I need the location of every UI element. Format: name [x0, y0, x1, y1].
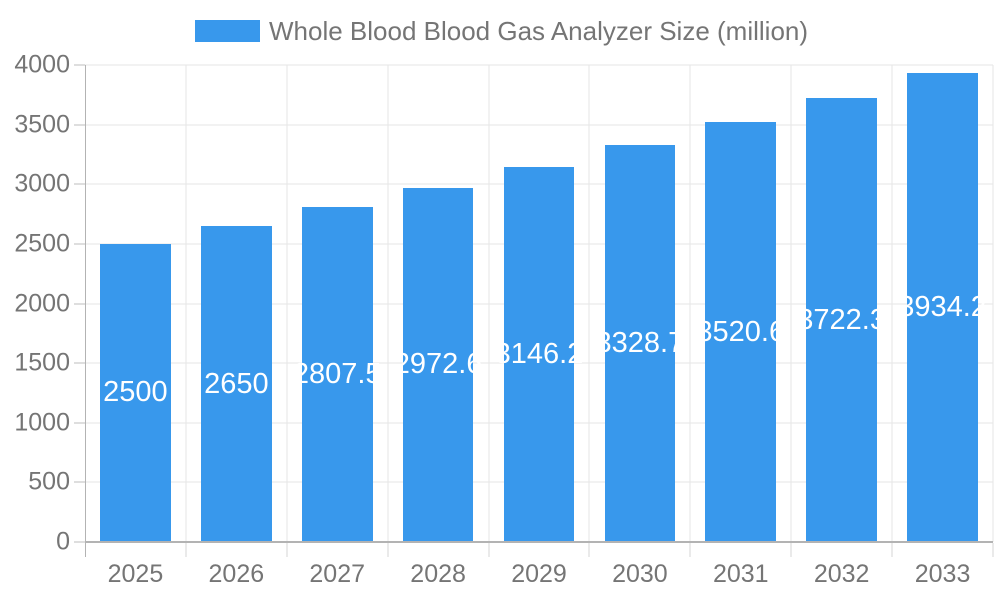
y-tick-mark: [74, 422, 85, 424]
x-axis-label-2029: 2029: [511, 560, 567, 588]
y-tick-mark: [74, 303, 85, 304]
bar-2033[interactable]: 3934.2: [898, 72, 987, 542]
y-tick-mark: [74, 124, 85, 126]
y-axis-line: [85, 65, 86, 557]
y-axis-ticks: [74, 64, 85, 543]
bar-value-label: 3520.6: [696, 315, 786, 348]
x-axis-label-2031: 2031: [712, 560, 769, 588]
y-axis-label: 1500: [14, 348, 70, 377]
x-tick-mark: [387, 543, 389, 557]
plot-area: 2500 2650 2807.5 2972.6 3146.2 3328.7 3520.6 37…: [85, 64, 994, 542]
y-axis-label: 1000: [14, 408, 70, 437]
y-axis-label: 3500: [14, 110, 70, 139]
bar-2025[interactable]: 2500: [100, 243, 171, 542]
bar-2029[interactable]: 3146.2: [495, 166, 583, 542]
x-tick-mark: [185, 543, 187, 557]
y-axis-label: 500: [28, 467, 70, 496]
bar-value-label: 2807.5: [292, 358, 382, 391]
bar-value-label: 2972.6: [393, 348, 483, 381]
y-tick-mark: [74, 541, 85, 543]
v-gridline: [185, 65, 187, 542]
y-axis-label: 0: [56, 527, 70, 556]
bar-2032[interactable]: 3722.3: [797, 98, 886, 542]
bar-2026[interactable]: 2650: [201, 226, 272, 542]
x-axis-label-2030: 2030: [612, 560, 668, 588]
y-tick-mark: [74, 362, 85, 364]
h-gridline: [85, 124, 993, 126]
bar-2027[interactable]: 2807.5: [293, 207, 382, 542]
legend-label: Whole Blood Blood Gas Analyzer Size (mil…: [269, 16, 809, 46]
x-axis-baseline: [85, 541, 993, 543]
y-tick-mark: [74, 64, 85, 66]
x-tick-mark: [992, 543, 994, 557]
v-gridline: [891, 65, 893, 542]
h-gridline: [85, 64, 993, 66]
y-axis-label: 2500: [14, 229, 70, 258]
v-gridline: [286, 65, 288, 542]
y-tick-mark: [74, 183, 85, 185]
legend: Whole Blood Blood Gas Analyzer Size (mil…: [195, 16, 808, 46]
legend-swatch: [195, 20, 260, 42]
x-axis-label-2025: 2025: [107, 560, 164, 588]
x-axis-labels: 2025 2026 2027 2028 2029 2030 2031 2032 2033: [85, 558, 993, 592]
x-axis-label-2033: 2033: [914, 560, 971, 588]
v-gridline: [588, 65, 590, 542]
v-gridline: [488, 65, 490, 542]
v-gridline: [992, 65, 994, 542]
x-tick-mark: [588, 543, 590, 557]
bar-value-label: 3722.3: [797, 303, 886, 336]
y-axis-label: 2000: [14, 289, 70, 317]
bar-2030[interactable]: 3328.7: [596, 145, 684, 542]
x-axis-label-2028: 2028: [410, 560, 466, 588]
bar-value-label: 2650: [204, 367, 269, 400]
y-axis-label: 4000: [14, 50, 70, 79]
y-axis-labels: 0 500 1000 1500 2000 2500 3000 3500 4000: [0, 52, 70, 554]
x-axis-label-2026: 2026: [208, 560, 265, 588]
bar-value-label: 3328.7: [595, 327, 685, 360]
x-tick-mark: [790, 543, 792, 557]
bar-value-label: 2500: [103, 376, 168, 409]
x-axis-ticks: [85, 543, 994, 557]
x-tick-mark: [488, 543, 490, 557]
y-tick-mark: [74, 481, 85, 483]
bar-2031[interactable]: 3520.6: [696, 122, 785, 542]
bar-value-label: 3934.2: [898, 290, 987, 323]
v-gridline: [689, 65, 691, 542]
bar-value-label: 3146.2: [494, 337, 584, 370]
y-tick-mark: [74, 243, 85, 245]
y-axis-label: 3000: [14, 169, 70, 198]
x-tick-mark: [891, 543, 893, 557]
x-tick-mark: [689, 543, 691, 557]
v-gridline: [387, 65, 389, 542]
bar-2028[interactable]: 2972.6: [394, 187, 482, 542]
v-gridline: [790, 65, 792, 542]
x-axis-label-2032: 2032: [813, 560, 870, 588]
x-axis-label-2027: 2027: [309, 560, 366, 588]
x-tick-mark: [286, 543, 288, 557]
